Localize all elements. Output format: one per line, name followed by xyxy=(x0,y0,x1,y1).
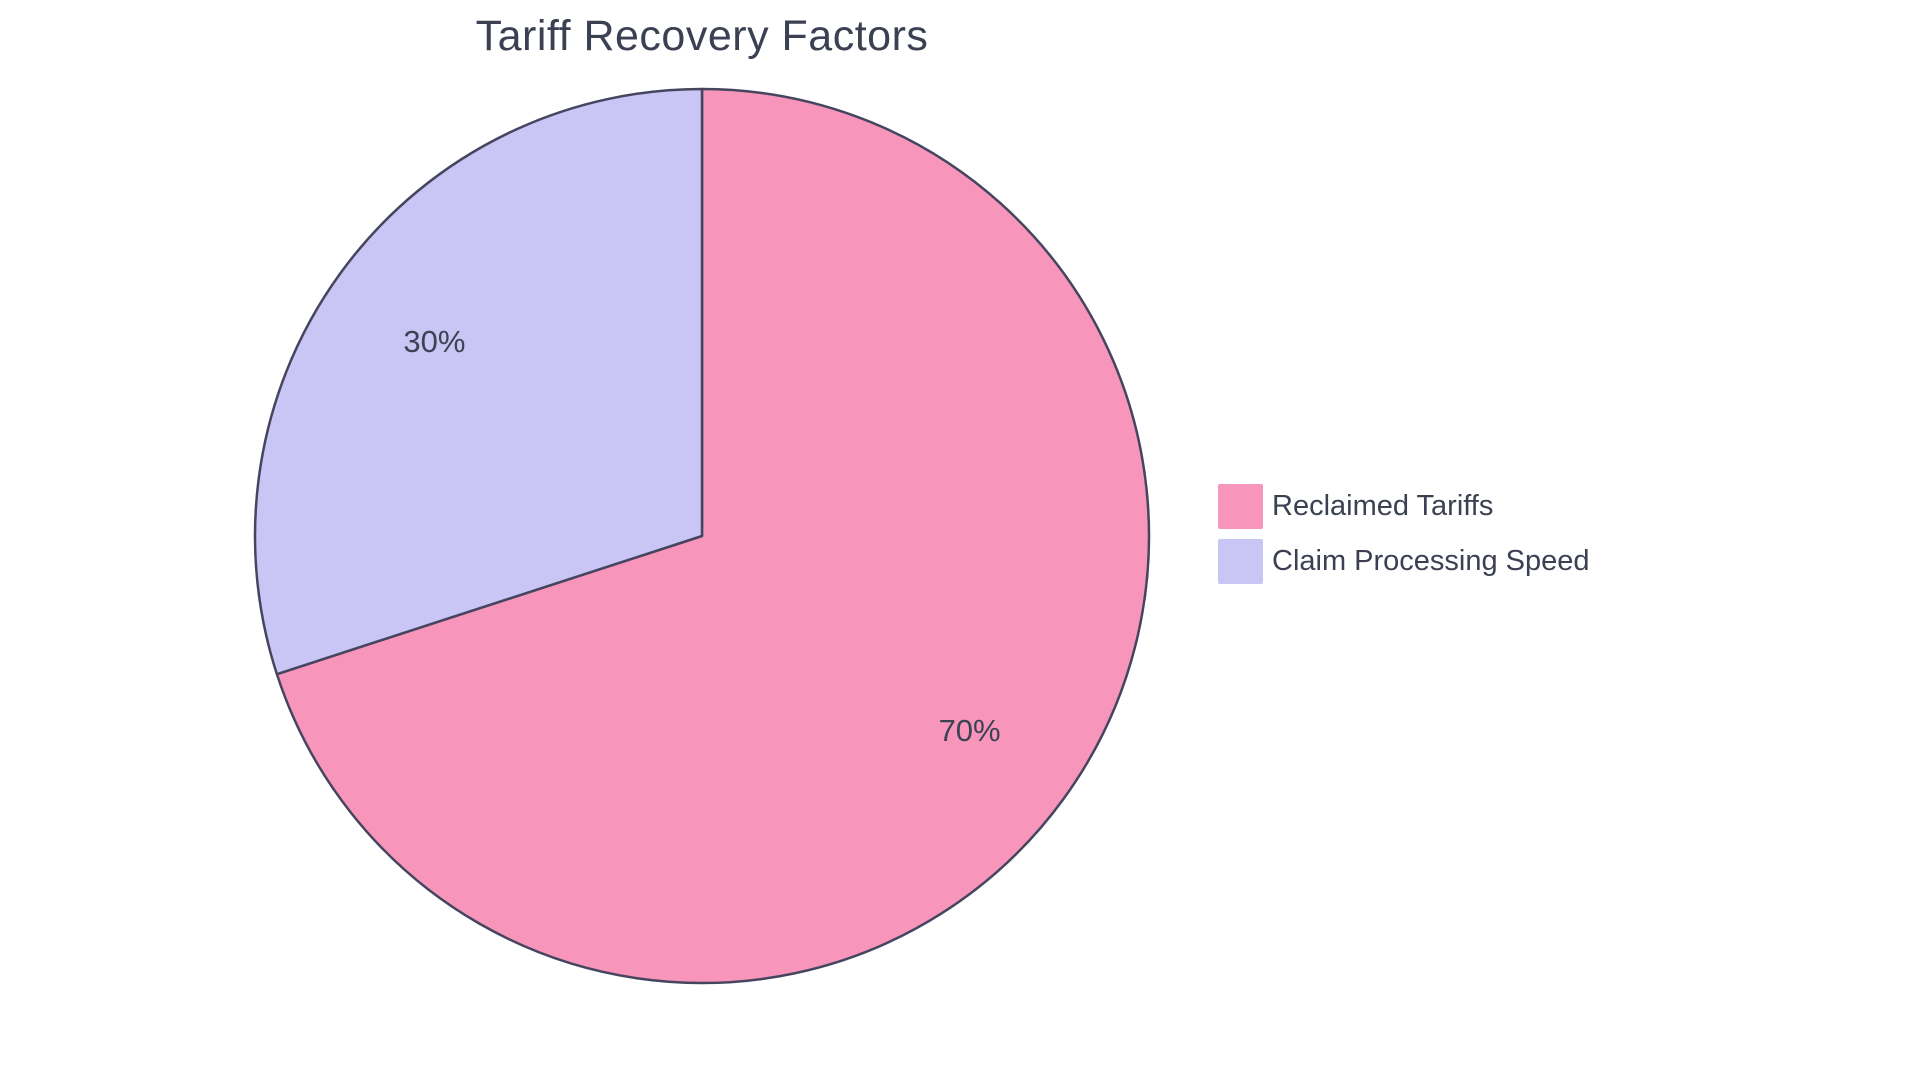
pie-percent-label-1: 70% xyxy=(939,713,1001,748)
legend-item-2[interactable]: Claim Processing Speed xyxy=(1218,539,1590,584)
legend: Reclaimed Tariffs Claim Processing Speed xyxy=(1218,484,1590,584)
pie-percent-label-2: 30% xyxy=(403,324,465,359)
legend-swatch-icon xyxy=(1218,539,1263,584)
legend-swatch-icon xyxy=(1218,484,1263,529)
pie-slice-2[interactable] xyxy=(253,87,704,676)
pie-slice-1[interactable] xyxy=(275,87,1151,985)
legend-label: Reclaimed Tariffs xyxy=(1272,490,1494,522)
chart-title: Tariff Recovery Factors xyxy=(475,12,929,60)
legend-item-1[interactable]: Reclaimed Tariffs xyxy=(1218,484,1590,529)
legend-label: Claim Processing Speed xyxy=(1272,545,1590,577)
